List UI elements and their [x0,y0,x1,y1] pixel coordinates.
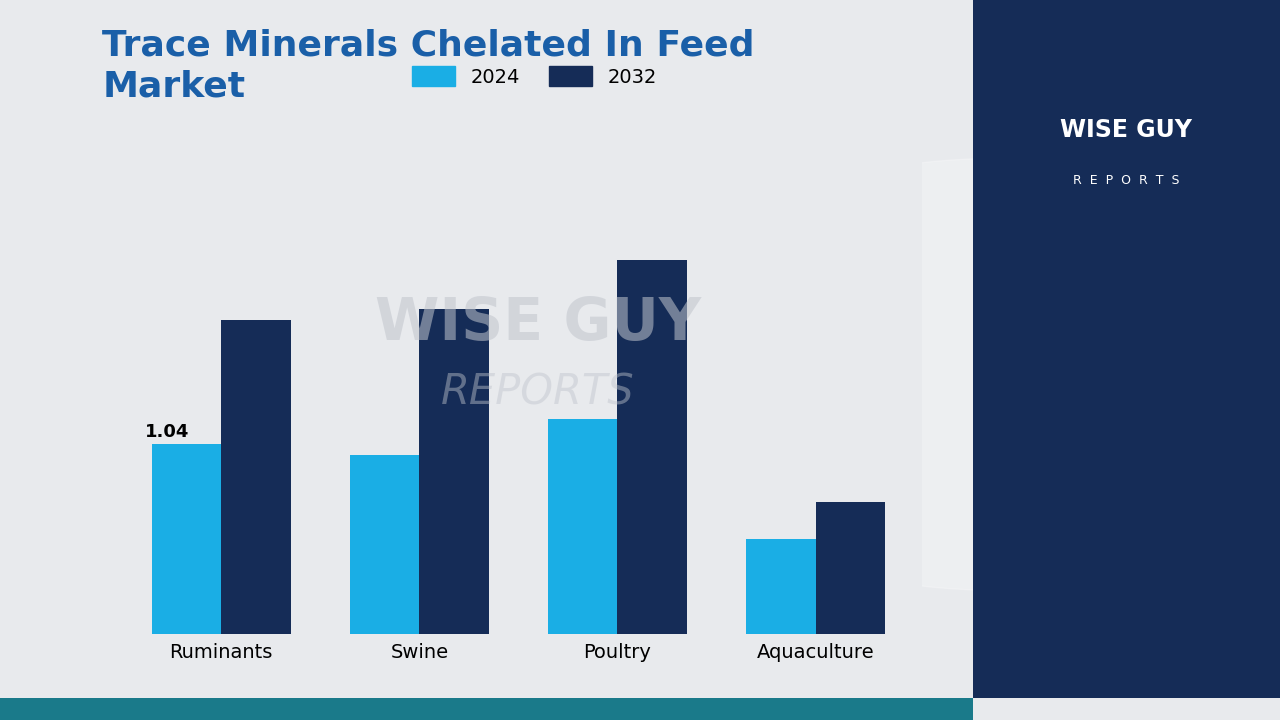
Bar [420,310,489,634]
Bar [746,539,815,634]
Text: REPORTS: REPORTS [440,372,635,413]
Legend: 2024, 2032: 2024, 2032 [404,59,664,95]
Bar [152,444,221,634]
Bar [815,503,884,634]
Bar [617,260,687,634]
Text: WISE GUY: WISE GUY [375,295,700,353]
Bar [548,419,617,634]
Text: WISE GUY: WISE GUY [1060,117,1193,142]
Text: 1.04: 1.04 [145,423,189,441]
Text: R  E  P  O  R  T  S: R E P O R T S [1073,174,1180,186]
Bar [221,320,291,634]
Bar [349,455,420,634]
Text: Trace Minerals Chelated In Feed
Market: Trace Minerals Chelated In Feed Market [102,29,755,104]
